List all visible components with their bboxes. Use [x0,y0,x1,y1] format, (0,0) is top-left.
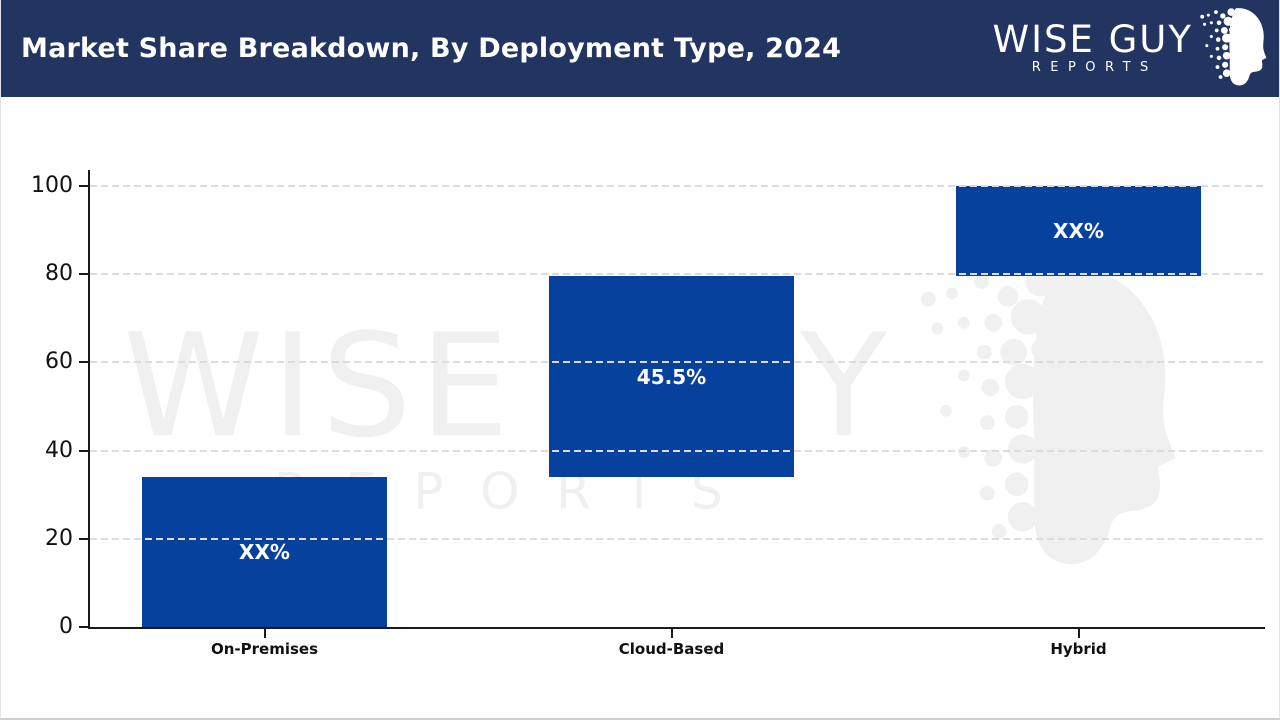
x-tick-mark-1 [670,629,673,638]
bar-cloud-based [549,276,794,478]
y-tick-mark-0 [79,626,88,628]
gridline-y-80 [90,273,1263,276]
bar-on-premises [142,477,387,627]
header-band: Market Share Breakdown, By Deployment Ty… [1,0,1279,97]
bar-value-label: XX% [1053,219,1104,244]
logo-text: WISE GUY REPORTS [992,17,1193,76]
bar-hybrid [956,186,1201,277]
x-tick-mark-0 [263,629,266,638]
x-axis-label-on-premises: On-Premises [210,640,319,658]
y-tick-mark-60 [79,361,88,364]
x-axis-line [88,627,1265,629]
wise-guy-reports-logo: WISE GUY REPORTS [993,6,1269,90]
y-tick-label-100: 100 [31,173,73,198]
bar-value-label: XX% [239,540,290,565]
y-tick-mark-20 [79,537,88,540]
y-tick-label-40: 40 [45,437,73,463]
gridline-y-20 [90,537,1263,540]
y-tick-mark-100 [79,185,88,187]
y-tick-label-80: 80 [45,261,73,287]
gridline-y-60 [90,361,1263,364]
page-title: Market Share Breakdown, By Deployment Ty… [21,33,842,64]
x-axis-label-hybrid: Hybrid [1050,640,1107,658]
logo-wordmark: WISE GUY [992,17,1193,61]
y-tick-label-60: 60 [45,349,73,375]
y-axis-line [88,170,90,629]
y-tick-label-20: 20 [45,525,73,551]
x-tick-mark-2 [1077,629,1080,638]
logo-subtitle: REPORTS [1031,60,1158,76]
dotted-head-icon [1200,8,1267,86]
bar-value-label: 45.5% [636,364,707,389]
gridline-y-40 [90,449,1263,452]
gridline-y-100 [90,185,1263,187]
x-axis-label-cloud-based: Cloud-Based [618,640,725,658]
y-tick-mark-40 [79,449,88,452]
y-tick-label-0: 0 [59,614,73,639]
y-tick-mark-80 [79,273,88,276]
